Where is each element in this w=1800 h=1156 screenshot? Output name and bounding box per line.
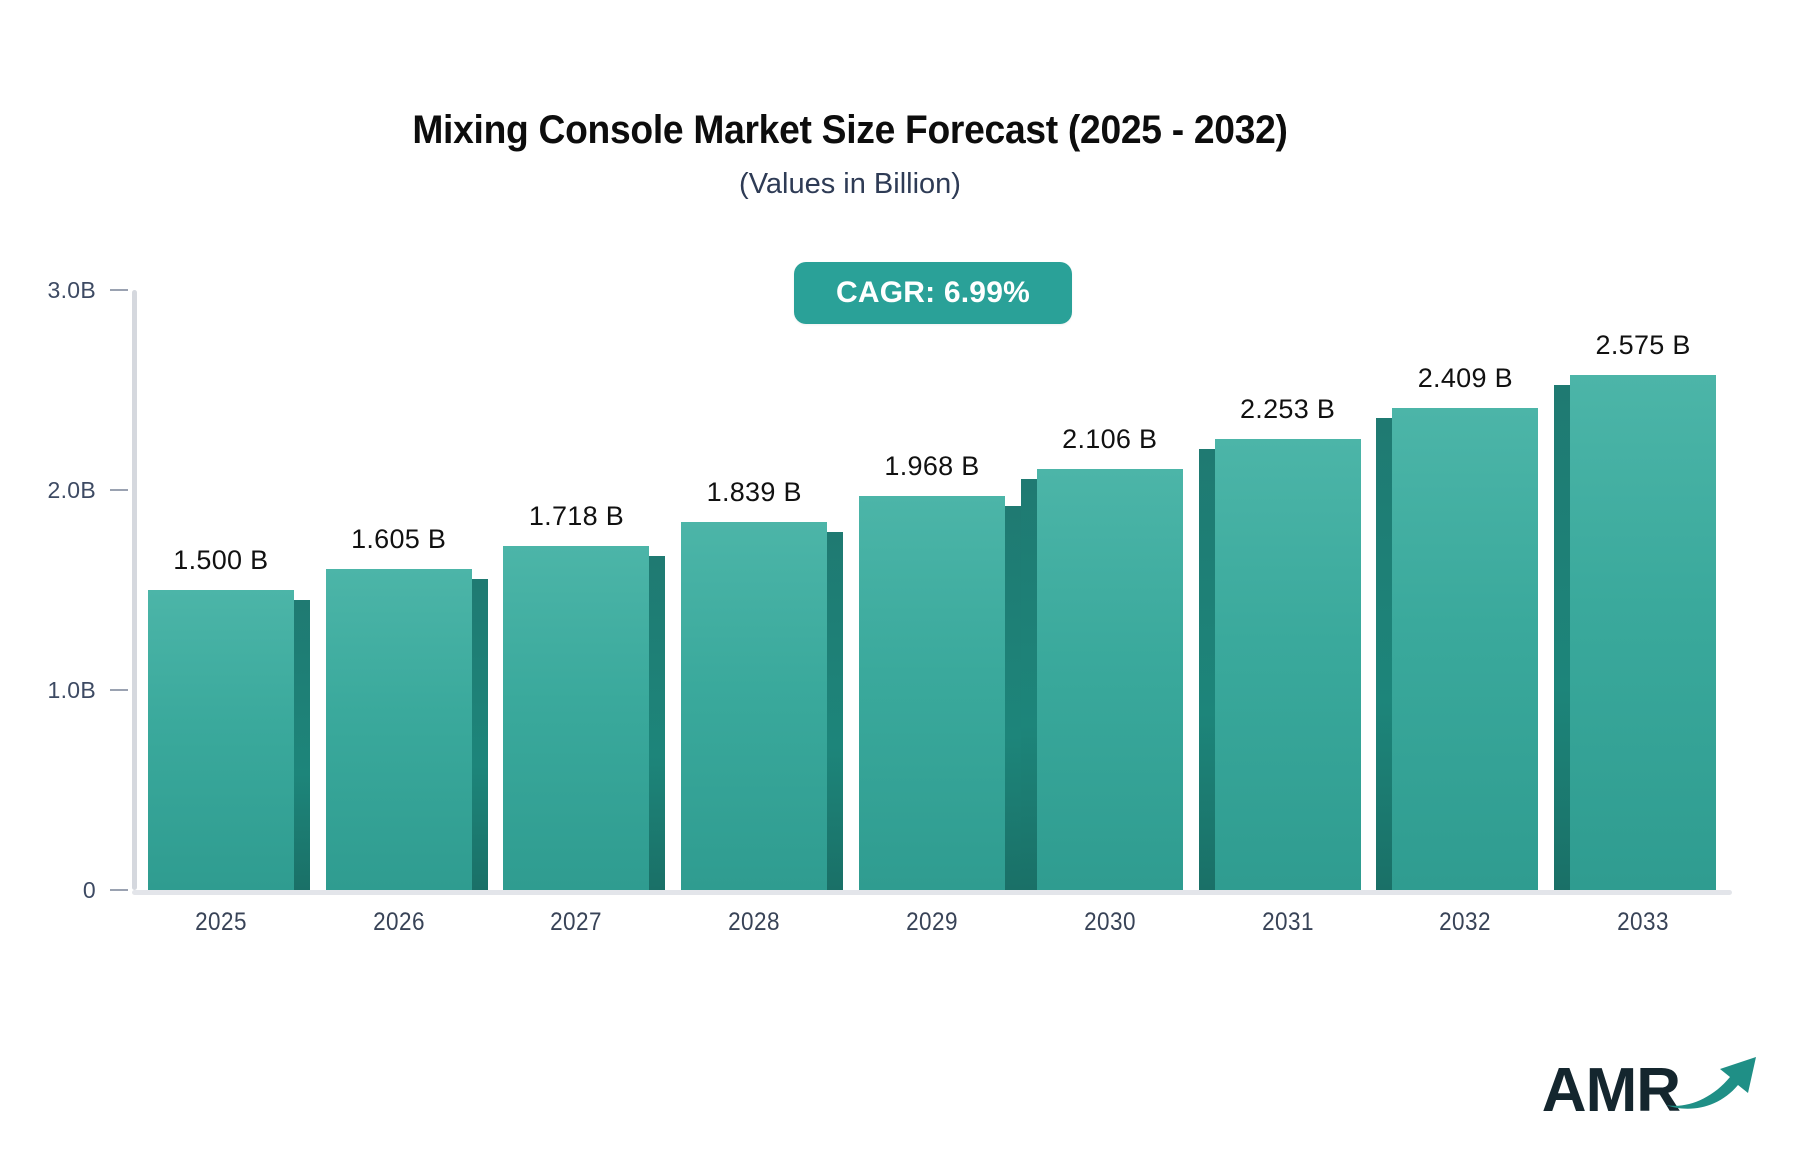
bar-value-label: 2.253 B <box>1239 394 1336 425</box>
bar-column: 1.605 B <box>325 524 488 890</box>
bar-front-face <box>325 569 472 890</box>
bar-column: 1.968 B <box>859 451 1021 890</box>
bar-column: 2.575 B <box>1554 330 1717 890</box>
bar-front-face <box>503 546 650 890</box>
bar-front-face <box>147 590 294 890</box>
bar-value-label: 1.605 B <box>351 524 447 554</box>
bar-value-label: 1.500 B <box>173 545 269 575</box>
x-axis-label: 2026 <box>372 908 425 936</box>
bar-column: 1.839 B <box>681 477 844 890</box>
bar-side-face <box>293 600 310 890</box>
bar-side-face <box>471 579 488 890</box>
y-axis-tick-mark <box>110 289 128 291</box>
x-axis-label: 2027 <box>550 908 603 936</box>
x-axis-label: 2030 <box>1083 908 1136 936</box>
bar-side-face <box>1554 385 1571 890</box>
bar-value-label: 1.718 B <box>528 501 625 532</box>
y-axis-tick-mark <box>110 689 128 691</box>
chart-subtitle: (Values in Billion) <box>739 168 961 200</box>
x-axis-label: 2029 <box>906 908 958 936</box>
bar-side-face <box>827 532 844 890</box>
bar-front-face <box>1214 439 1361 890</box>
y-axis-tick-label: 3.0B <box>47 276 96 303</box>
x-axis-label: 2032 <box>1439 908 1492 936</box>
bar-front-face <box>1392 408 1539 890</box>
bar-side-face <box>1376 418 1393 890</box>
x-axis-line <box>132 890 1732 895</box>
x-axis-label: 2025 <box>194 908 247 936</box>
bar-side-face <box>649 556 666 890</box>
amr-logo-text: AMR <box>1541 1056 1681 1125</box>
y-axis-tick-label: 0 <box>82 876 96 903</box>
bar-column: 2.409 B <box>1376 363 1539 890</box>
bar-column: 2.253 B <box>1198 394 1361 890</box>
y-axis-tick-label: 1.0B <box>47 676 96 703</box>
page-title: Mixing Console Market Size Forecast (202… <box>412 108 1288 152</box>
bar-front-face <box>1036 468 1183 890</box>
plot-area: 1.500 B 1.605 B 1.718 B 1.839 B 1.968 B 2.106… <box>47 277 1732 903</box>
y-axis-line <box>132 290 137 890</box>
cagr-badge: CAGR: 6.99% <box>794 262 1072 324</box>
bar-value-label: 2.409 B <box>1417 363 1513 394</box>
y-axis-tick: 2.0B <box>4 477 128 503</box>
bar-column: 2.106 B <box>1020 424 1183 890</box>
y-axis-tick: 0 <box>4 877 128 903</box>
bar-value-label: 2.106 B <box>1062 423 1158 454</box>
bar-series: 1.500 B 1.605 B 1.718 B 1.839 B 1.968 B 2.106… <box>132 290 1732 890</box>
growth-arrow-icon <box>1664 1051 1760 1118</box>
bar-column: 1.500 B <box>147 545 310 890</box>
bar-value-label: 1.968 B <box>884 451 980 482</box>
y-axis-tick-mark <box>110 489 128 491</box>
bar-value-label: 2.575 B <box>1595 330 1691 360</box>
cagr-badge-label: CAGR: 6.99% <box>836 276 1030 309</box>
x-axis-label: 2031 <box>1261 908 1314 936</box>
x-axis-label: 2028 <box>728 908 781 936</box>
bar-side-face <box>1020 478 1037 890</box>
bar-front-face <box>1570 375 1717 890</box>
bar-side-face <box>1198 449 1215 890</box>
x-axis-labels: 2025 2026 2027 2028 2029 2030 2031 2032 2033 <box>132 908 1732 948</box>
bar-value-label: 1.839 B <box>706 477 802 508</box>
bar-front-face <box>681 522 828 890</box>
amr-logo: AMR <box>1542 1042 1760 1122</box>
x-axis-label: 2033 <box>1617 908 1670 936</box>
title-block: Mixing Console Market Size Forecast (202… <box>0 108 1700 201</box>
y-axis-tick-label: 2.0B <box>47 476 96 503</box>
y-axis-tick: 1.0B <box>4 677 128 703</box>
bar-side-face <box>1005 506 1021 890</box>
bar-column: 1.718 B <box>503 501 666 890</box>
y-axis-tick: 3.0B <box>4 277 128 303</box>
y-axis-tick-mark <box>110 889 128 891</box>
bar-front-face <box>859 496 1005 890</box>
